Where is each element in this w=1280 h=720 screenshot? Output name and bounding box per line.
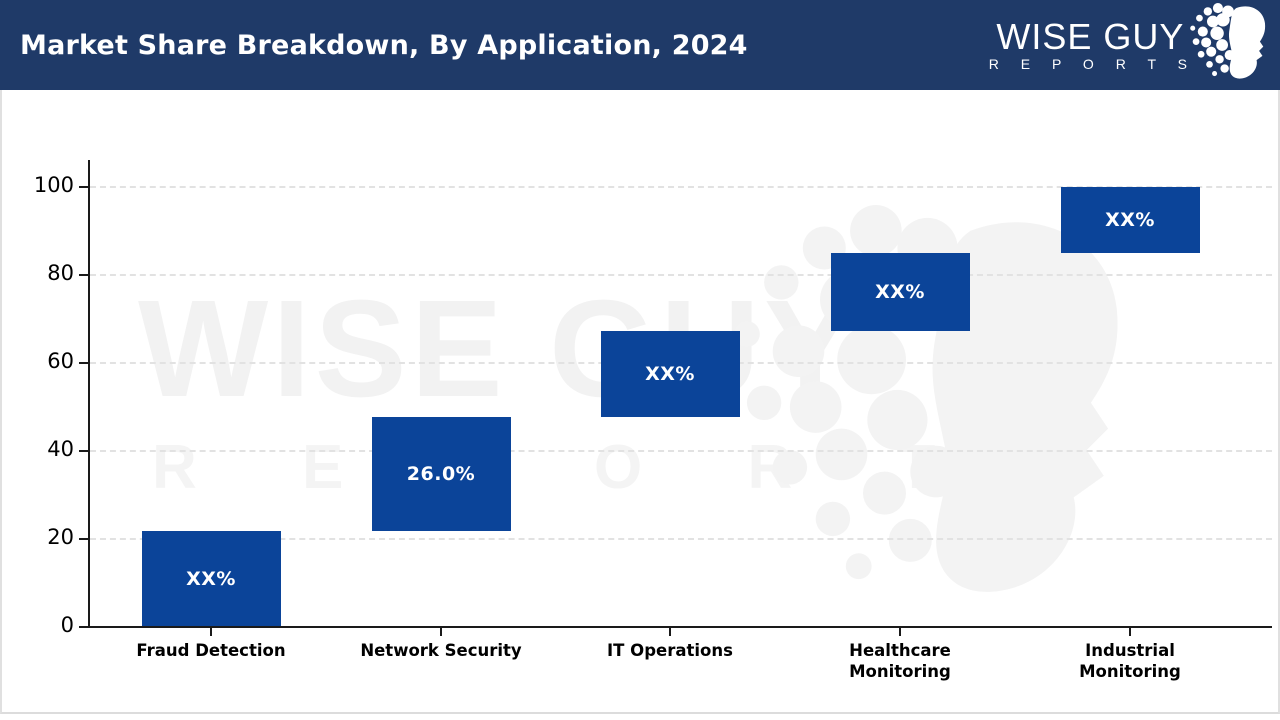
x-category-label-line: Monitoring bbox=[849, 662, 951, 681]
x-tick-mark bbox=[440, 627, 442, 636]
y-tick-label: 60 bbox=[47, 349, 74, 373]
x-tick-mark bbox=[1129, 627, 1131, 636]
y-axis-line bbox=[88, 160, 90, 628]
x-category-label-line: Network Security bbox=[360, 641, 522, 660]
x-category-label-line: Fraud Detection bbox=[136, 641, 286, 660]
x-category-label-line: Healthcare bbox=[849, 641, 951, 660]
y-tick-mark bbox=[79, 362, 88, 364]
bar-value-label: XX% bbox=[1105, 209, 1155, 231]
page-title: Market Share Breakdown, By Application, … bbox=[20, 29, 748, 61]
x-category-label: Healthcare Monitoring bbox=[790, 640, 1010, 682]
bar-value-label: XX% bbox=[186, 568, 236, 591]
y-gridline bbox=[90, 274, 1272, 276]
bar-fraud-detection: XX% bbox=[141, 531, 281, 627]
x-category-label-line: Monitoring bbox=[1079, 662, 1181, 681]
x-category-label: Fraud Detection bbox=[101, 640, 321, 661]
bar-it-operations: XX% bbox=[600, 330, 740, 417]
x-category-label: Network Security bbox=[331, 640, 551, 661]
y-tick-label: 20 bbox=[47, 525, 74, 549]
y-tick-label: 80 bbox=[47, 261, 74, 285]
header-bar: Market Share Breakdown, By Application, … bbox=[0, 0, 1280, 90]
y-tick-mark bbox=[79, 626, 88, 628]
y-gridline bbox=[90, 450, 1272, 452]
bar-value-label: XX% bbox=[875, 280, 925, 303]
x-category-label: Industrial Monitoring bbox=[1020, 640, 1240, 682]
y-tick-label: 100 bbox=[33, 173, 74, 197]
y-tick-label: 40 bbox=[47, 437, 74, 461]
y-tick-label: 0 bbox=[60, 613, 74, 637]
y-gridline bbox=[90, 186, 1272, 188]
wiseguy-logo: WISE GUY R E P O R T S bbox=[985, 3, 1270, 87]
y-tick-mark bbox=[79, 274, 88, 276]
bar-network-security: 26.0% bbox=[371, 416, 511, 532]
x-tick-mark bbox=[669, 627, 671, 636]
x-category-label: IT Operations bbox=[560, 640, 780, 661]
bar-value-label: XX% bbox=[645, 362, 695, 385]
y-tick-mark bbox=[79, 450, 88, 452]
wiseguy-logo-head-icon bbox=[1186, 3, 1270, 87]
x-category-label-line: IT Operations bbox=[607, 641, 733, 660]
wiseguy-logo-subtitle: R E P O R T S bbox=[988, 55, 1196, 72]
x-tick-mark bbox=[210, 627, 212, 636]
x-tick-mark bbox=[899, 627, 901, 636]
x-axis-line bbox=[88, 626, 1272, 628]
x-category-label-line: Industrial bbox=[1085, 641, 1175, 660]
bar-healthcare-monitoring: XX% bbox=[830, 253, 970, 331]
wiseguy-logo-text: WISE GUY R E P O R T S bbox=[985, 15, 1196, 72]
y-tick-mark bbox=[79, 538, 88, 540]
y-gridline bbox=[90, 538, 1272, 540]
y-tick-mark bbox=[79, 186, 88, 188]
wiseguy-logo-wordmark: WISE GUY bbox=[996, 15, 1185, 57]
bar-industrial-monitoring: XX% bbox=[1060, 187, 1200, 253]
bar-value-label: 26.0% bbox=[406, 462, 476, 485]
